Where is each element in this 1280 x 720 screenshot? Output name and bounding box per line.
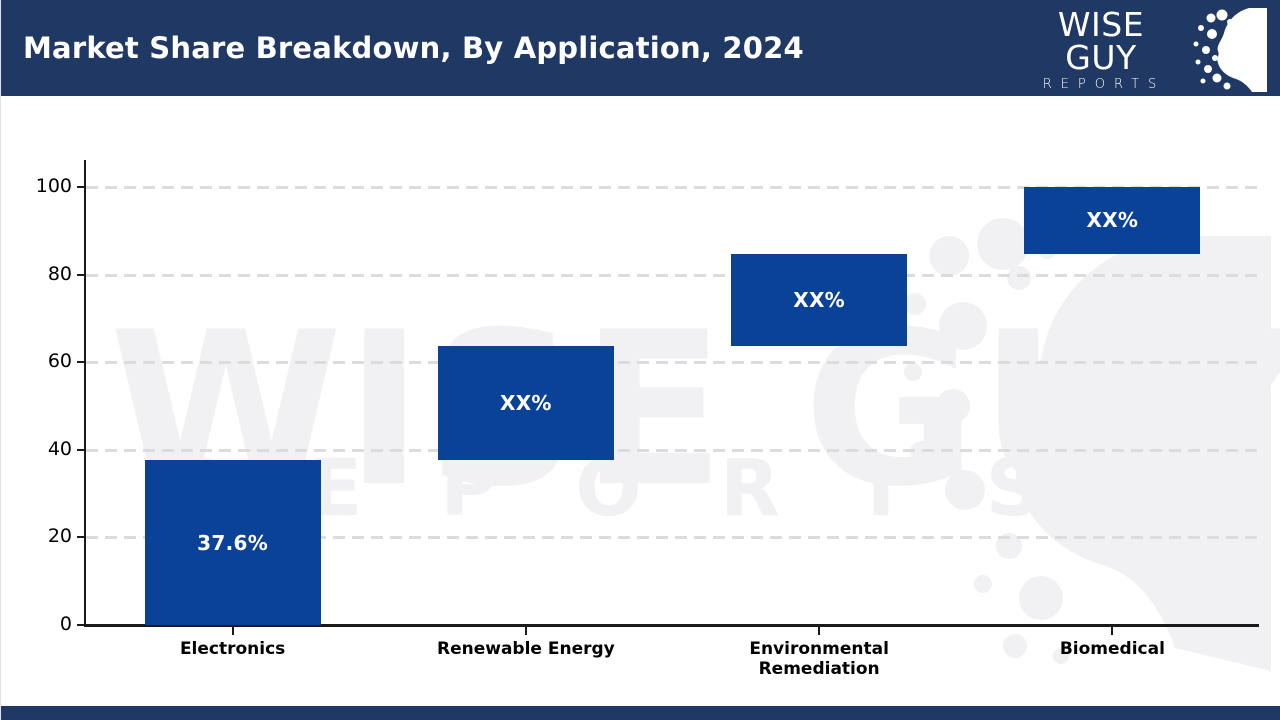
logo-text: WISE GUY REPORTS (1017, 8, 1185, 91)
y-tick-0 (77, 624, 85, 626)
bar-renewable-energy: XX% (437, 346, 614, 461)
y-tick-label-100: 100 (35, 175, 72, 197)
bar-value-label: XX% (499, 391, 552, 416)
gridline-80 (86, 273, 1259, 277)
y-tick-label-0: 0 (59, 613, 72, 635)
y-tick-60 (77, 361, 85, 364)
bar-environmental-remediation: XX% (731, 253, 908, 347)
gridline-40 (86, 448, 1259, 452)
y-tick-label-80: 80 (47, 262, 72, 285)
watermark-face-icon (904, 218, 1271, 671)
y-tick-40 (77, 448, 85, 451)
footer-bar (1, 706, 1280, 720)
x-tick-0 (231, 627, 234, 635)
bar-value-label: XX% (793, 287, 846, 312)
x-category-label-0: Electronics (179, 639, 286, 659)
gridline-60 (86, 361, 1259, 365)
x-tick-3 (1111, 627, 1114, 635)
x-category-label-2: Environmental Remediation (749, 639, 889, 680)
wise-guy-reports-logo: WISE GUY REPORTS (1017, 6, 1267, 92)
y-tick-label-20: 20 (47, 525, 72, 548)
y-tick-80 (77, 273, 85, 276)
page-title: Market Share Breakdown, By Application, … (23, 31, 804, 65)
x-tick-2 (818, 627, 821, 635)
logo-face-icon (1193, 8, 1267, 92)
bar-electronics: 37.6% (144, 460, 321, 625)
header-bar: Market Share Breakdown, By Application, … (1, 0, 1280, 96)
y-tick-100 (77, 186, 85, 188)
y-tick-20 (77, 536, 85, 539)
chart-area: WISE GUY REPORTS 0 20 40 60 80 100 37.6% Electr… (1, 96, 1280, 706)
x-category-label-1: Renewable Energy (436, 639, 615, 659)
y-axis-spine (84, 160, 86, 627)
x-category-label-3: Biomedical (1059, 639, 1165, 659)
gridline-20 (86, 536, 1259, 540)
bar-value-label: 37.6% (197, 530, 269, 555)
logo-subtitle: REPORTS (1042, 76, 1166, 92)
y-tick-label-40: 40 (47, 437, 72, 460)
bar-biomedical: XX% (1024, 187, 1201, 254)
logo-wordmark: WISE GUY (1057, 4, 1145, 77)
y-tick-label-60: 60 (47, 350, 72, 373)
x-tick-1 (524, 627, 527, 635)
bar-value-label: XX% (1086, 208, 1139, 233)
gridline-100 (86, 186, 1259, 189)
x-axis-spine (86, 624, 1259, 627)
